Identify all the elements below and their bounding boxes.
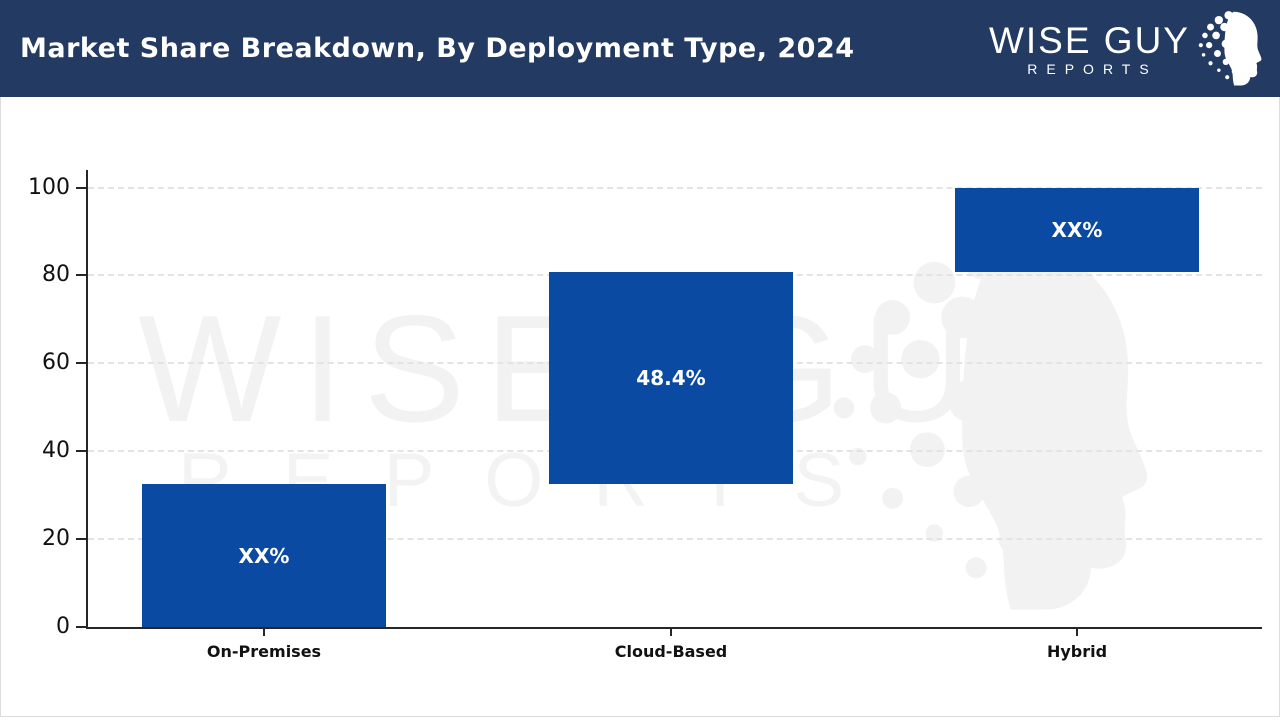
gridline — [88, 538, 1262, 541]
bar: XX% — [955, 187, 1199, 272]
bar-value-label: XX% — [238, 543, 290, 568]
bar-value-label: XX% — [1051, 217, 1103, 242]
plot-area: 0 20 40 60 80 100 XX% On-Premises 48.4% Cloud-Bas… — [28, 170, 1262, 661]
logo-subtitle: REPORTS — [1027, 60, 1158, 77]
page-title: Market Share Breakdown, By Deployment Ty… — [20, 33, 855, 64]
x-tick — [263, 627, 265, 636]
header: Market Share Breakdown, By Deployment Ty… — [0, 0, 1280, 97]
y-tick — [76, 626, 86, 628]
logo: WISE GUY REPORTS — [989, 8, 1266, 90]
y-tick — [76, 186, 86, 189]
y-axis-line — [86, 170, 88, 629]
bottom-border — [0, 716, 1280, 717]
y-tick-label: 80 — [42, 262, 70, 288]
y-tick-label: 40 — [42, 438, 70, 464]
y-tick — [76, 538, 86, 541]
category-label: Cloud-Based — [614, 642, 728, 661]
y-tick — [76, 274, 86, 277]
y-tick — [76, 362, 86, 365]
x-tick — [1076, 627, 1078, 636]
y-tick-label: 20 — [42, 526, 70, 552]
dotted-head-icon — [1198, 11, 1262, 86]
y-tick — [76, 450, 86, 453]
gridline — [88, 186, 1262, 189]
logo-text: WISE GUY REPORTS — [989, 22, 1190, 77]
x-axis-line — [86, 627, 1262, 629]
category-label: Hybrid — [1046, 642, 1108, 661]
category-label: On-Premises — [206, 642, 322, 661]
bar: 48.4% — [549, 271, 793, 485]
bar: XX% — [142, 484, 386, 627]
y-tick-label: 60 — [42, 350, 70, 376]
x-tick — [670, 627, 672, 636]
bar-value-label: 48.4% — [636, 365, 706, 390]
logo-wordmark: WISE GUY — [988, 19, 1190, 61]
y-tick-label: 0 — [56, 614, 70, 639]
y-tick-label: 100 — [28, 174, 70, 200]
